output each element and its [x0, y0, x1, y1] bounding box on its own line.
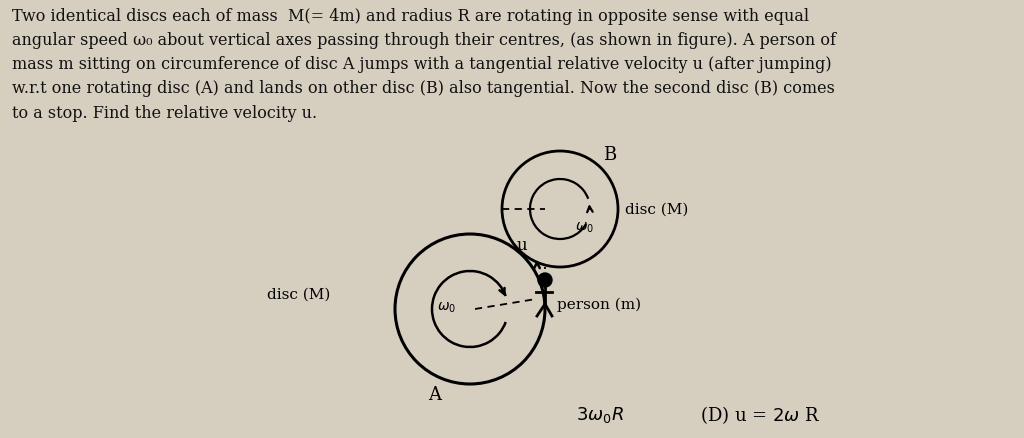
Text: disc (M): disc (M)	[266, 287, 330, 301]
Text: u: u	[516, 237, 527, 254]
Text: person (m): person (m)	[557, 297, 641, 311]
Text: A: A	[428, 385, 441, 403]
Text: (D) u = $2\omega$ R: (D) u = $2\omega$ R	[699, 403, 820, 425]
Text: B: B	[603, 146, 616, 164]
Text: $3\omega_0 R$: $3\omega_0 R$	[577, 404, 624, 424]
Circle shape	[538, 273, 552, 287]
Text: $\omega_0$: $\omega_0$	[575, 220, 594, 235]
Text: disc (M): disc (M)	[625, 202, 688, 216]
Text: Two identical discs each of mass  M(= 4m) and radius R are rotating in opposite : Two identical discs each of mass M(= 4m)…	[12, 8, 836, 121]
Text: $\omega_0$: $\omega_0$	[437, 300, 457, 314]
